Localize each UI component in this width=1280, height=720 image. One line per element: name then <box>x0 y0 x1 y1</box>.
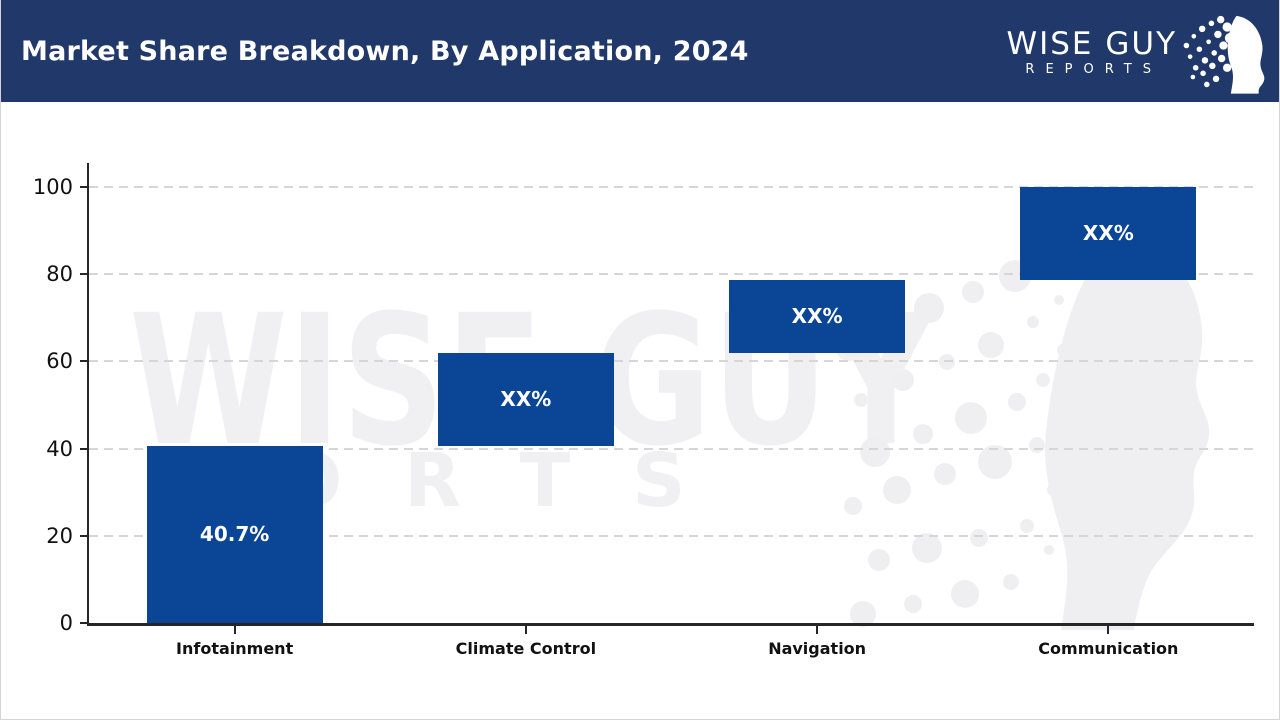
gridline-80 <box>89 273 1254 276</box>
gridline-20 <box>89 534 1254 537</box>
y-axis-line <box>87 163 89 626</box>
brand-text: WISE GUY REPORTS <box>1006 27 1177 77</box>
gridline-60 <box>89 360 1254 363</box>
x-axis-tick <box>816 626 819 634</box>
brand-face-icon <box>1183 15 1265 94</box>
y-axis-tick <box>80 360 89 363</box>
bar-value-label: XX% <box>791 304 843 329</box>
y-tick-label: 40 <box>46 436 73 461</box>
bar-communication: XX% <box>1020 187 1197 280</box>
page-title: Market Share Breakdown, By Application, … <box>21 35 749 67</box>
y-axis-tick <box>80 534 89 537</box>
x-axis-tick <box>524 626 527 634</box>
x-axis-tick <box>1107 626 1110 634</box>
bar-infotainment: 40.7% <box>146 445 323 623</box>
brand-subtitle: REPORTS <box>1025 62 1163 78</box>
x-tick-label: Infotainment <box>176 639 294 658</box>
y-axis-tick <box>80 186 89 188</box>
x-axis-tick <box>233 626 236 634</box>
x-tick-label: Communication <box>1038 639 1179 658</box>
gridline-40 <box>89 447 1254 450</box>
y-tick-label: 60 <box>46 349 73 374</box>
header-bar: Market Share Breakdown, By Application, … <box>1 0 1279 102</box>
y-tick-label: 100 <box>32 175 73 199</box>
y-axis-tick <box>80 273 89 276</box>
x-tick-label: Climate Control <box>455 639 597 658</box>
gridline-100 <box>89 186 1254 188</box>
brand-name: WISE GUY <box>1006 25 1177 62</box>
bar-value-label: XX% <box>1082 221 1134 246</box>
y-tick-label: 20 <box>46 523 73 548</box>
bar-climate-control: XX% <box>437 353 614 446</box>
bar-value-label: 40.7% <box>199 522 270 547</box>
x-axis-line <box>87 623 1254 626</box>
y-tick-label: 80 <box>46 262 73 287</box>
bar-navigation: XX% <box>729 279 906 354</box>
y-axis-tick <box>80 447 89 450</box>
y-tick-label: 0 <box>59 611 73 635</box>
y-axis-tick <box>80 622 89 624</box>
x-tick-label: Navigation <box>768 639 867 658</box>
bar-value-label: XX% <box>500 387 552 412</box>
chart-area: WISE GUY PORTS 0 20 40 60 80 100 40.7% Infotain… <box>1 102 1279 719</box>
brand-logo: WISE GUY REPORTS <box>1006 10 1267 94</box>
